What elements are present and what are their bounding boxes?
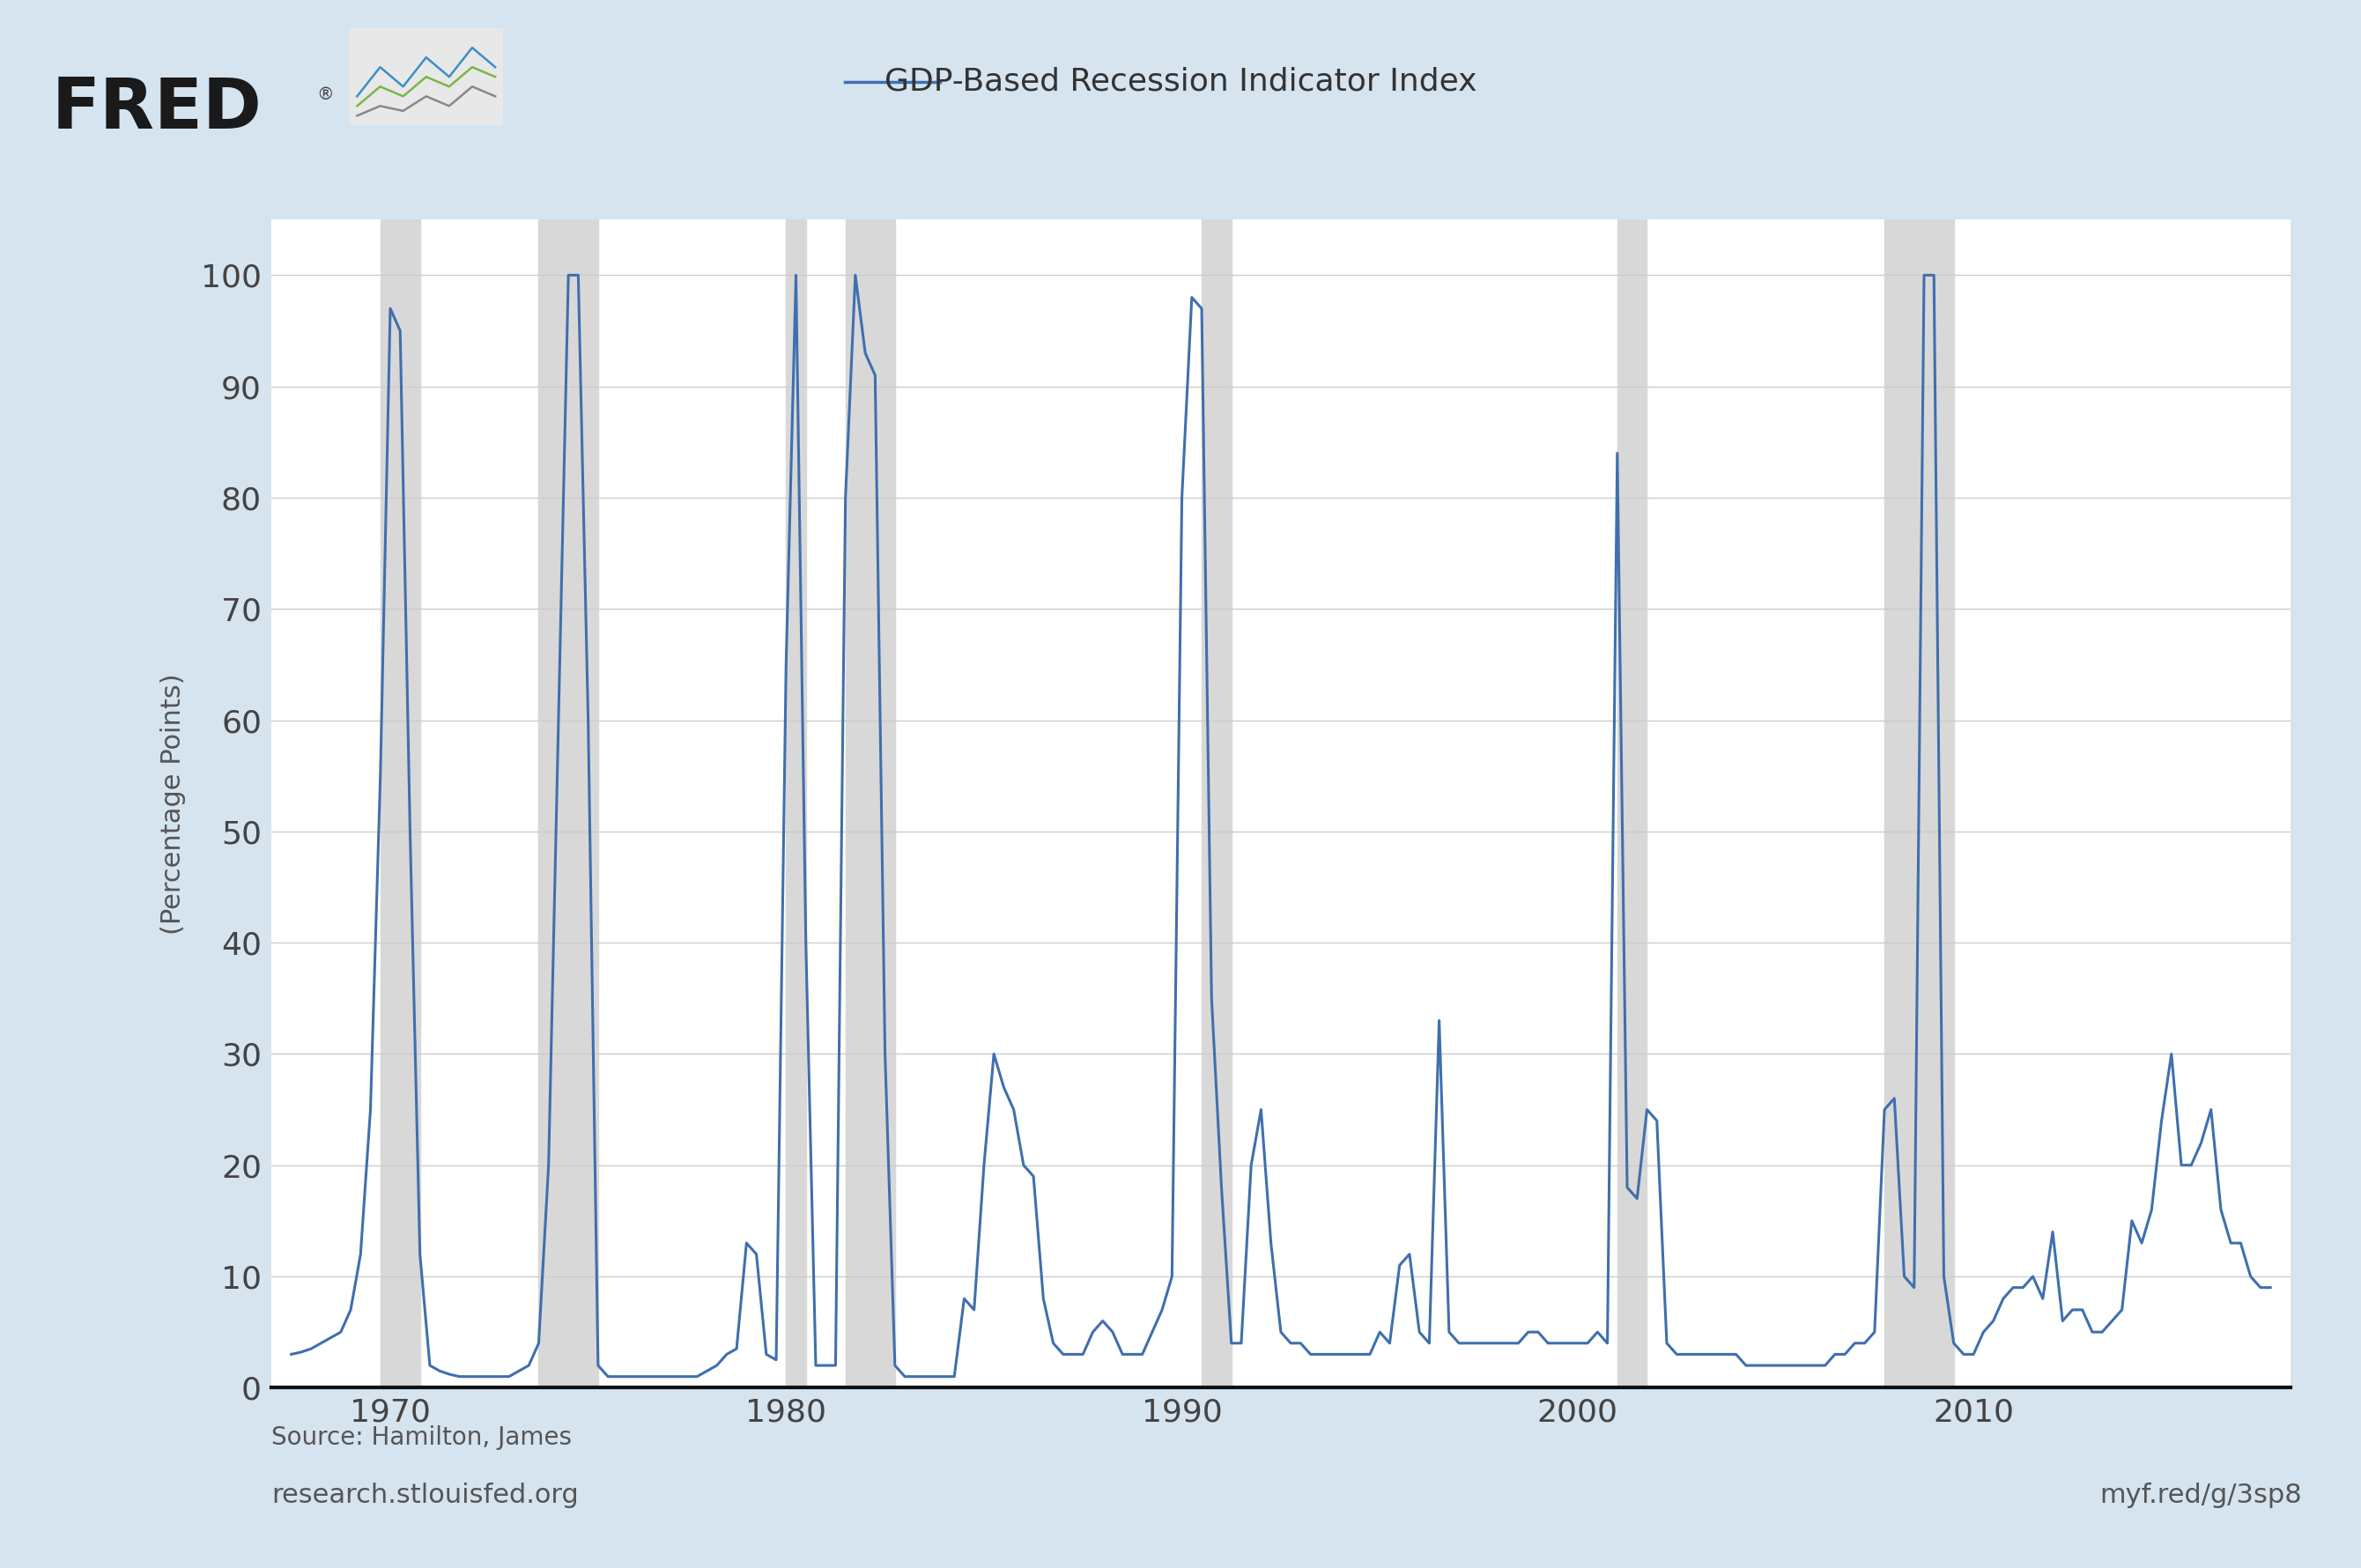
Y-axis label: (Percentage Points): (Percentage Points) — [161, 673, 187, 935]
Text: Source: Hamilton, James: Source: Hamilton, James — [272, 1425, 571, 1450]
Text: GDP-Based Recession Indicator Index: GDP-Based Recession Indicator Index — [885, 66, 1476, 97]
Bar — [786, 220, 805, 1388]
Text: research.stlouisfed.org: research.stlouisfed.org — [272, 1483, 578, 1508]
Bar — [1617, 220, 1648, 1388]
Text: ®: ® — [316, 86, 333, 103]
Bar — [380, 220, 420, 1388]
Bar — [1884, 220, 1953, 1388]
Bar — [538, 220, 597, 1388]
Bar — [1202, 220, 1232, 1388]
Text: FRED: FRED — [52, 75, 262, 144]
Text: myf.red/g/3sp8: myf.red/g/3sp8 — [2099, 1483, 2302, 1508]
Bar — [845, 220, 895, 1388]
